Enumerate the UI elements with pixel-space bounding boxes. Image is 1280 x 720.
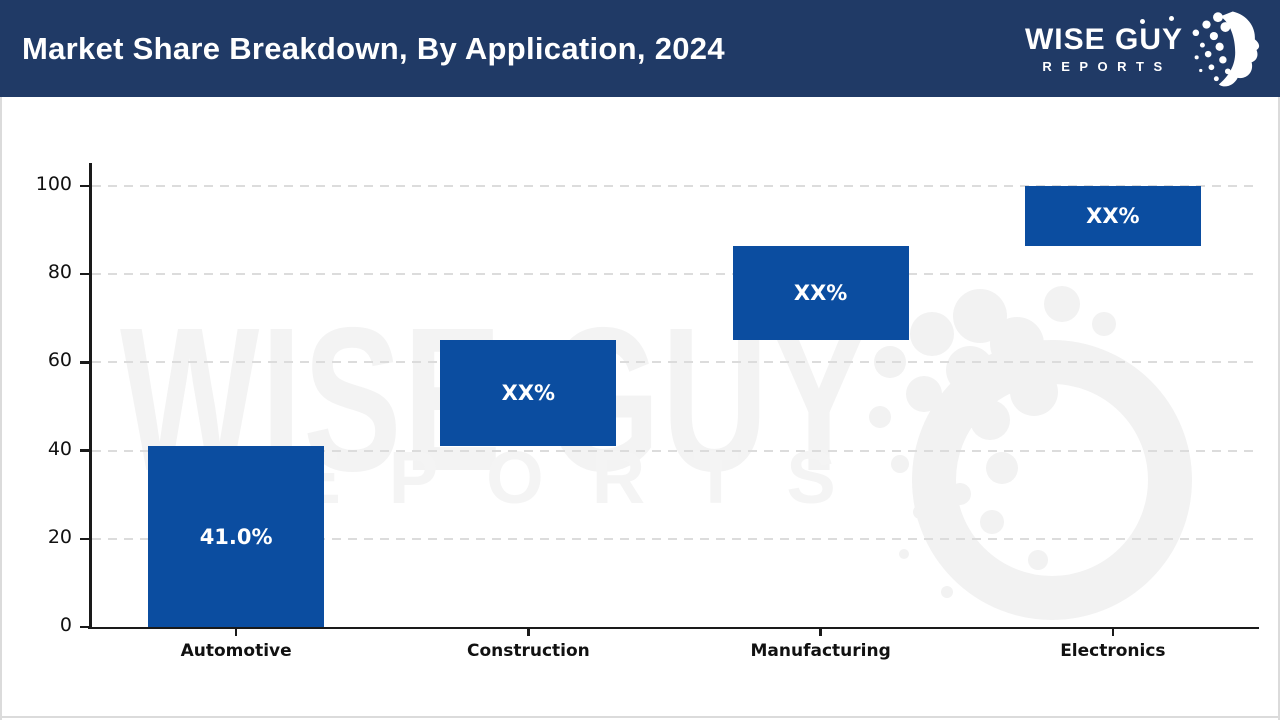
watermark-face-icon	[869, 286, 1192, 620]
bar-electronics: XX%	[1024, 186, 1201, 246]
bar-manufacturing: XX%	[732, 245, 909, 341]
y-axis-tick-20	[80, 537, 90, 540]
header-band: Market Share Breakdown, By Application, …	[0, 0, 1280, 97]
y-tick-label-0: 0	[59, 614, 72, 636]
y-axis-tick-40	[80, 449, 90, 452]
x-axis-tick-1	[527, 627, 530, 636]
bar-value-label: 41.0%	[199, 524, 273, 549]
bar-value-label: XX%	[1086, 203, 1140, 228]
logo-dot-icon	[1169, 16, 1175, 21]
plot-area: 0 20 40 60 80 100 41.0% Automotive XX% Constructi…	[36, 173, 1259, 661]
y-tick-label-20: 20	[47, 525, 72, 548]
x-axis-tick-3	[1111, 627, 1115, 636]
category-label-electronics: Electronics	[1060, 641, 1166, 661]
logo-wordmark-text: WISE GUY	[1024, 23, 1183, 56]
gridline-60	[92, 361, 1259, 364]
category-label-construction: Construction	[466, 641, 590, 661]
y-axis-tick-60	[80, 361, 90, 364]
y-axis-tick-0	[80, 625, 90, 629]
y-tick-label-40: 40	[47, 437, 72, 460]
logo-dot-icon	[1140, 19, 1146, 24]
x-axis-tick-0	[234, 627, 238, 636]
chart-canvas: WISE GUY REPORTS 0 20 40 60 80 100 41.0% Automo…	[0, 97, 1280, 720]
y-axis-tick-80	[80, 273, 90, 276]
bar-construction: XX%	[440, 340, 617, 447]
bar-value-label: XX%	[793, 280, 848, 305]
bar-value-label: XX%	[501, 381, 556, 406]
gridline-40	[92, 449, 1259, 452]
y-tick-label-80: 80	[47, 261, 72, 284]
y-axis-tick-100	[80, 184, 90, 188]
x-axis-tick-2	[819, 627, 822, 636]
wiseguy-logo: WISE GUY REPORTS	[1018, 8, 1268, 92]
category-label-automotive: Automotive	[180, 641, 292, 661]
bottom-divider	[2, 716, 1278, 718]
x-axis-line	[88, 626, 1259, 629]
logo-wordmark: WISE GUY	[1018, 16, 1190, 56]
y-tick-label-100: 100	[35, 173, 72, 195]
page-title: Market Share Breakdown, By Application, …	[22, 30, 725, 66]
gridline-100	[92, 185, 1259, 187]
logo-text: WISE GUY REPORTS	[1018, 16, 1190, 74]
y-tick-label-60: 60	[47, 349, 72, 372]
bar-automotive: 41.0%	[148, 446, 325, 627]
y-axis-line	[89, 163, 92, 629]
gridline-80	[92, 273, 1259, 276]
wiseguy-face-icon	[1192, 11, 1260, 87]
category-label-manufacturing: Manufacturing	[750, 641, 891, 661]
logo-subtext: REPORTS	[1042, 59, 1172, 74]
gridline-20	[92, 537, 1259, 540]
